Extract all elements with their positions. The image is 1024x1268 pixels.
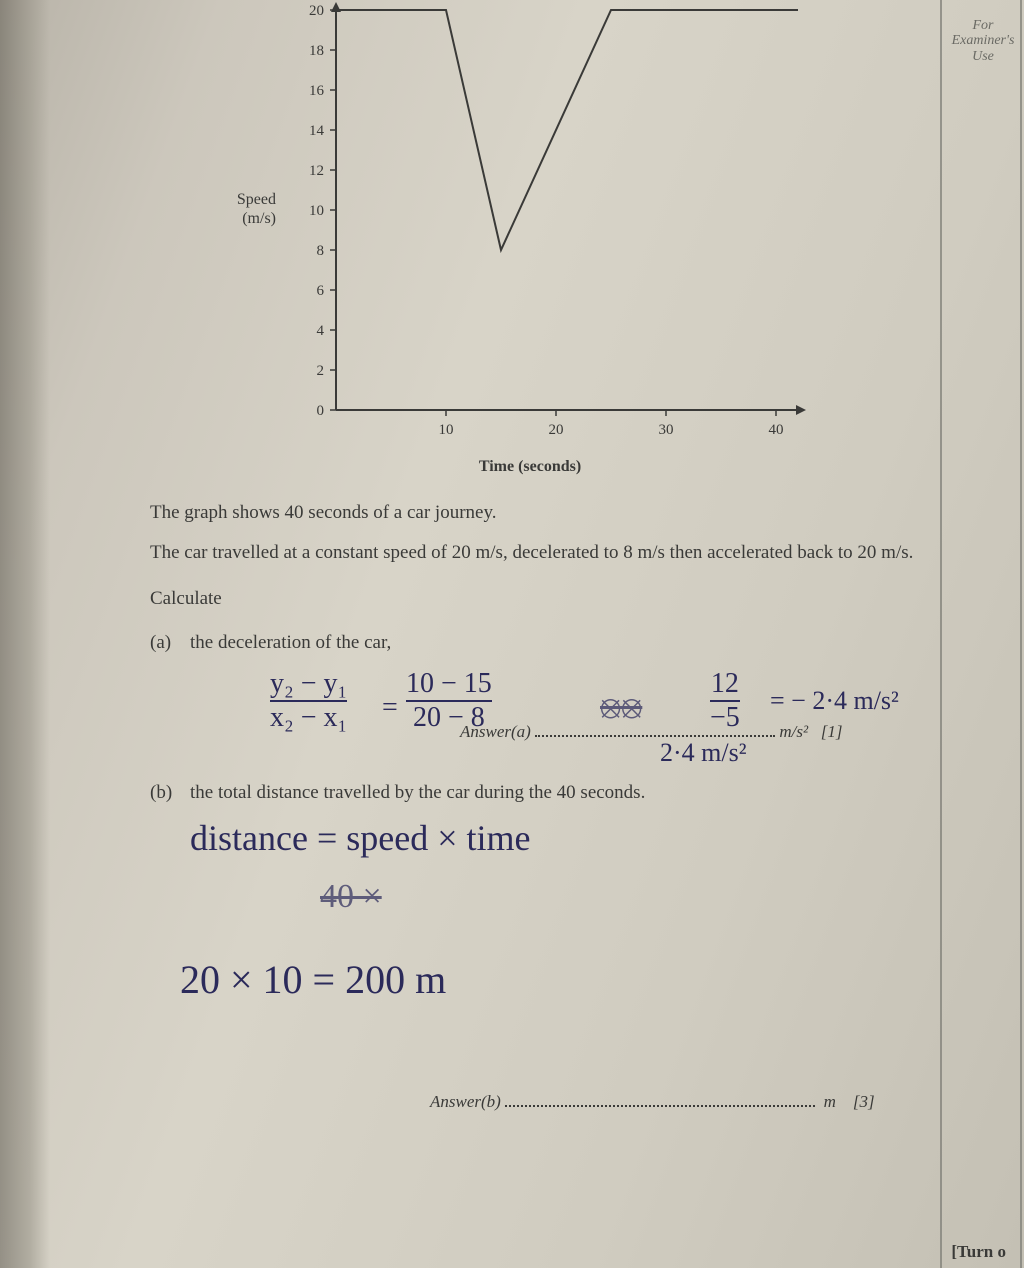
y-axis-label-1: Speed xyxy=(237,191,276,208)
part-b-text: the total distance travelled by the car … xyxy=(190,780,645,807)
svg-text:14: 14 xyxy=(309,123,325,139)
svg-text:12: 12 xyxy=(309,163,324,179)
hand-frac-lhs: y₂ − y₁ x₂ − x₁ xyxy=(270,670,347,732)
page: For Examiner's Use Speed (m/s) 0 2 4 6 8 10 12… xyxy=(60,0,1014,1268)
margin-rule-right xyxy=(1020,0,1022,1268)
chart-svg: 0 2 4 6 8 10 12 14 16 18 20 10 20 30 40 xyxy=(290,0,810,460)
y-axis-label: Speed (m/s) xyxy=(220,190,276,228)
answer-b-label: Answer(b) xyxy=(430,1092,501,1111)
book-spine xyxy=(0,0,50,1268)
svg-text:10: 10 xyxy=(439,422,454,438)
answer-a-unit: m/s² xyxy=(779,722,808,741)
hand-frac-top: y₂ − y₁ xyxy=(270,668,347,699)
answer-a-marks: [1] xyxy=(821,722,843,741)
svg-text:6: 6 xyxy=(317,283,325,299)
calculate-label: Calculate xyxy=(150,586,222,613)
svg-text:2: 2 xyxy=(317,363,325,379)
hand-result: = − 2·4 m/s² xyxy=(770,688,899,714)
svg-text:30: 30 xyxy=(659,422,674,438)
svg-text:18: 18 xyxy=(309,43,324,59)
answer-a-row: Answer(a) m/s² [1] xyxy=(460,720,843,742)
svg-text:20: 20 xyxy=(549,422,564,438)
hand-frac-bot: x₂ − x₁ xyxy=(270,702,347,733)
y-axis-label-2: (m/s) xyxy=(242,210,276,227)
svg-text:0: 0 xyxy=(317,403,325,419)
answer-a-label: Answer(a) xyxy=(460,722,531,741)
hand-rhs-top: 10 − 15 xyxy=(406,668,492,699)
svg-text:40: 40 xyxy=(769,422,784,438)
answer-b-blank xyxy=(505,1090,815,1107)
part-a-label: (a) xyxy=(150,630,171,657)
hand-frac2-top: 12 xyxy=(711,668,739,699)
part-a-text: the deceleration of the car, xyxy=(190,630,391,657)
svg-text:8: 8 xyxy=(317,243,325,259)
hand-note: 2·4 m/s² xyxy=(660,740,747,766)
svg-text:20: 20 xyxy=(309,3,324,19)
intro-line-1: The graph shows 40 seconds of a car jour… xyxy=(150,500,496,527)
answer-b-marks: [3] xyxy=(853,1092,875,1111)
answer-b-unit: m xyxy=(824,1092,836,1111)
svg-text:16: 16 xyxy=(309,83,325,99)
intro-line-2: The car travelled at a constant speed of… xyxy=(150,540,924,567)
margin-line1: For xyxy=(973,18,994,33)
answer-b-row: Answer(b) m [3] xyxy=(430,1090,875,1112)
hand-b-line1: distance = speed × time xyxy=(190,820,531,856)
margin-line2: Examiner's xyxy=(952,33,1015,48)
examiner-use-label: For Examiner's Use xyxy=(950,18,1016,64)
speed-time-chart: Speed (m/s) 0246810121416182010203040 Ti… xyxy=(250,0,810,470)
hand-scribble: ⦻⦻ xyxy=(600,690,642,722)
hand-b-cross: 40 × xyxy=(320,880,382,914)
part-b-label: (b) xyxy=(150,780,172,807)
svg-text:4: 4 xyxy=(317,323,325,339)
svg-text:10: 10 xyxy=(309,203,324,219)
hand-eq1: = xyxy=(382,694,398,722)
answer-a-blank xyxy=(535,720,775,737)
hand-b-line2: 20 × 10 = 200 m xyxy=(180,960,446,1000)
margin-rule-left xyxy=(940,0,942,1268)
x-axis-label: Time (seconds) xyxy=(250,458,810,476)
turn-over: [Turn o xyxy=(951,1242,1006,1262)
margin-line3: Use xyxy=(972,49,994,64)
